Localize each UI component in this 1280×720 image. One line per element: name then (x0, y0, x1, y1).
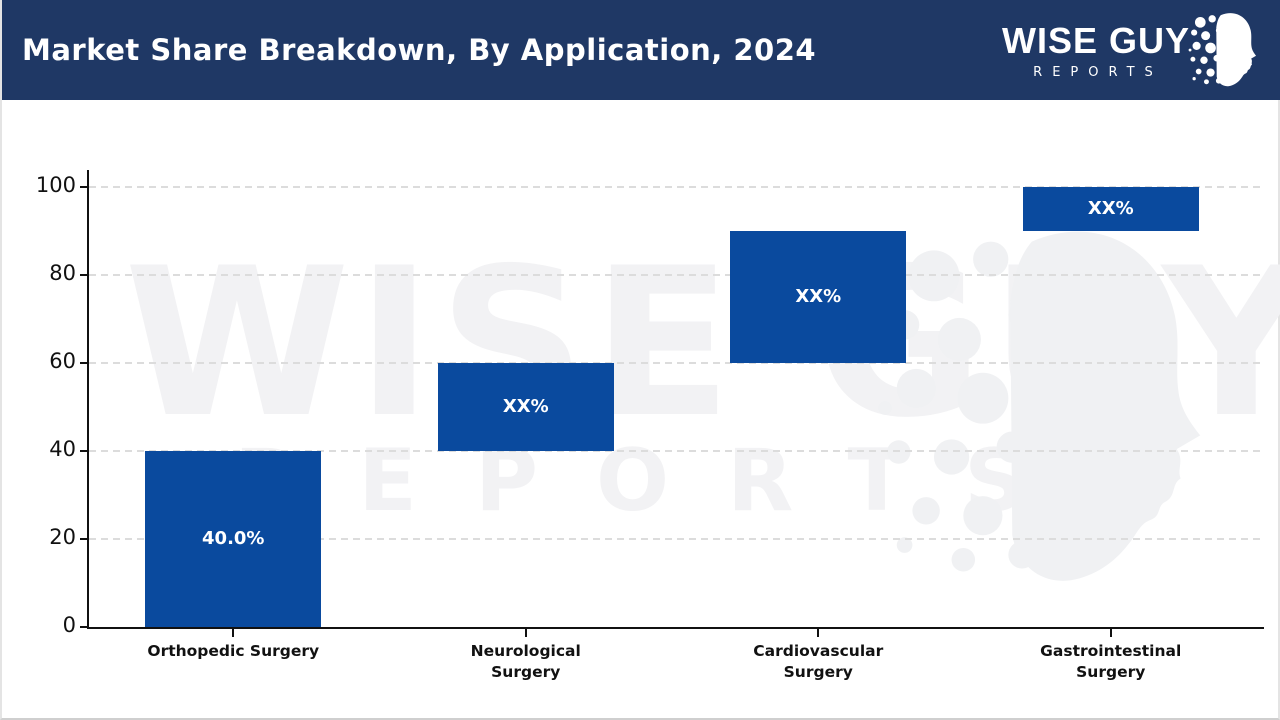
chart-title: Market Share Breakdown, By Application, … (22, 33, 817, 67)
bar-value-label: XX% (795, 286, 842, 307)
logo-text: WISE GUY REPORTS (1002, 20, 1190, 80)
bar (730, 231, 907, 363)
x-tick-label: Orthopedic Surgery (147, 642, 320, 660)
x-tick-mark (524, 629, 527, 637)
y-tick-mark (80, 362, 89, 364)
y-gridline (89, 186, 1264, 188)
y-tick-label: 80 (49, 261, 76, 285)
x-tick-mark (817, 629, 820, 637)
y-tick-mark (80, 538, 89, 540)
y-tick-mark (80, 186, 89, 188)
y-tick-label: 0 (62, 613, 76, 637)
x-tick-mark (232, 629, 235, 637)
x-tick-label: Neurological Surgery (470, 642, 581, 681)
y-gridline (89, 538, 1264, 540)
plot-area: 0 20 40 60 80 100 40.0% Orthopedic Surgery XX% Ne… (2, 100, 1280, 720)
y-gridline (89, 362, 1264, 364)
y-gridline (89, 450, 1264, 452)
y-tick-label: 60 (49, 349, 76, 373)
y-tick-mark (80, 626, 89, 628)
y-gridline (89, 274, 1264, 276)
y-axis-line (87, 170, 89, 629)
bar (145, 451, 322, 627)
y-tick-label: 40 (49, 437, 76, 461)
logo-wordmark: WISE GUY (1001, 20, 1190, 61)
y-tick-label: 20 (49, 525, 76, 549)
bar-value-label: 40.0% (202, 528, 265, 549)
wise-guy-logo: WISE GUY REPORTS (1002, 6, 1270, 96)
bar (1022, 187, 1199, 231)
x-tick-mark (1109, 629, 1112, 637)
x-axis-line (87, 627, 1264, 629)
logo-subtext: REPORTS (1033, 65, 1163, 80)
y-tick-mark (80, 450, 89, 452)
y-tick-label: 100 (35, 173, 76, 197)
x-tick-label: Cardiovascular Surgery (753, 642, 884, 681)
bar-value-label: XX% (1087, 198, 1134, 219)
x-tick-label: Gastrointestinal Surgery (1040, 642, 1182, 681)
logo-face-icon (1188, 13, 1257, 87)
bar-value-label: XX% (502, 396, 549, 417)
y-tick-mark (80, 274, 89, 276)
header-bar: Market Share Breakdown, By Application, … (2, 0, 1280, 100)
bar (437, 363, 614, 451)
